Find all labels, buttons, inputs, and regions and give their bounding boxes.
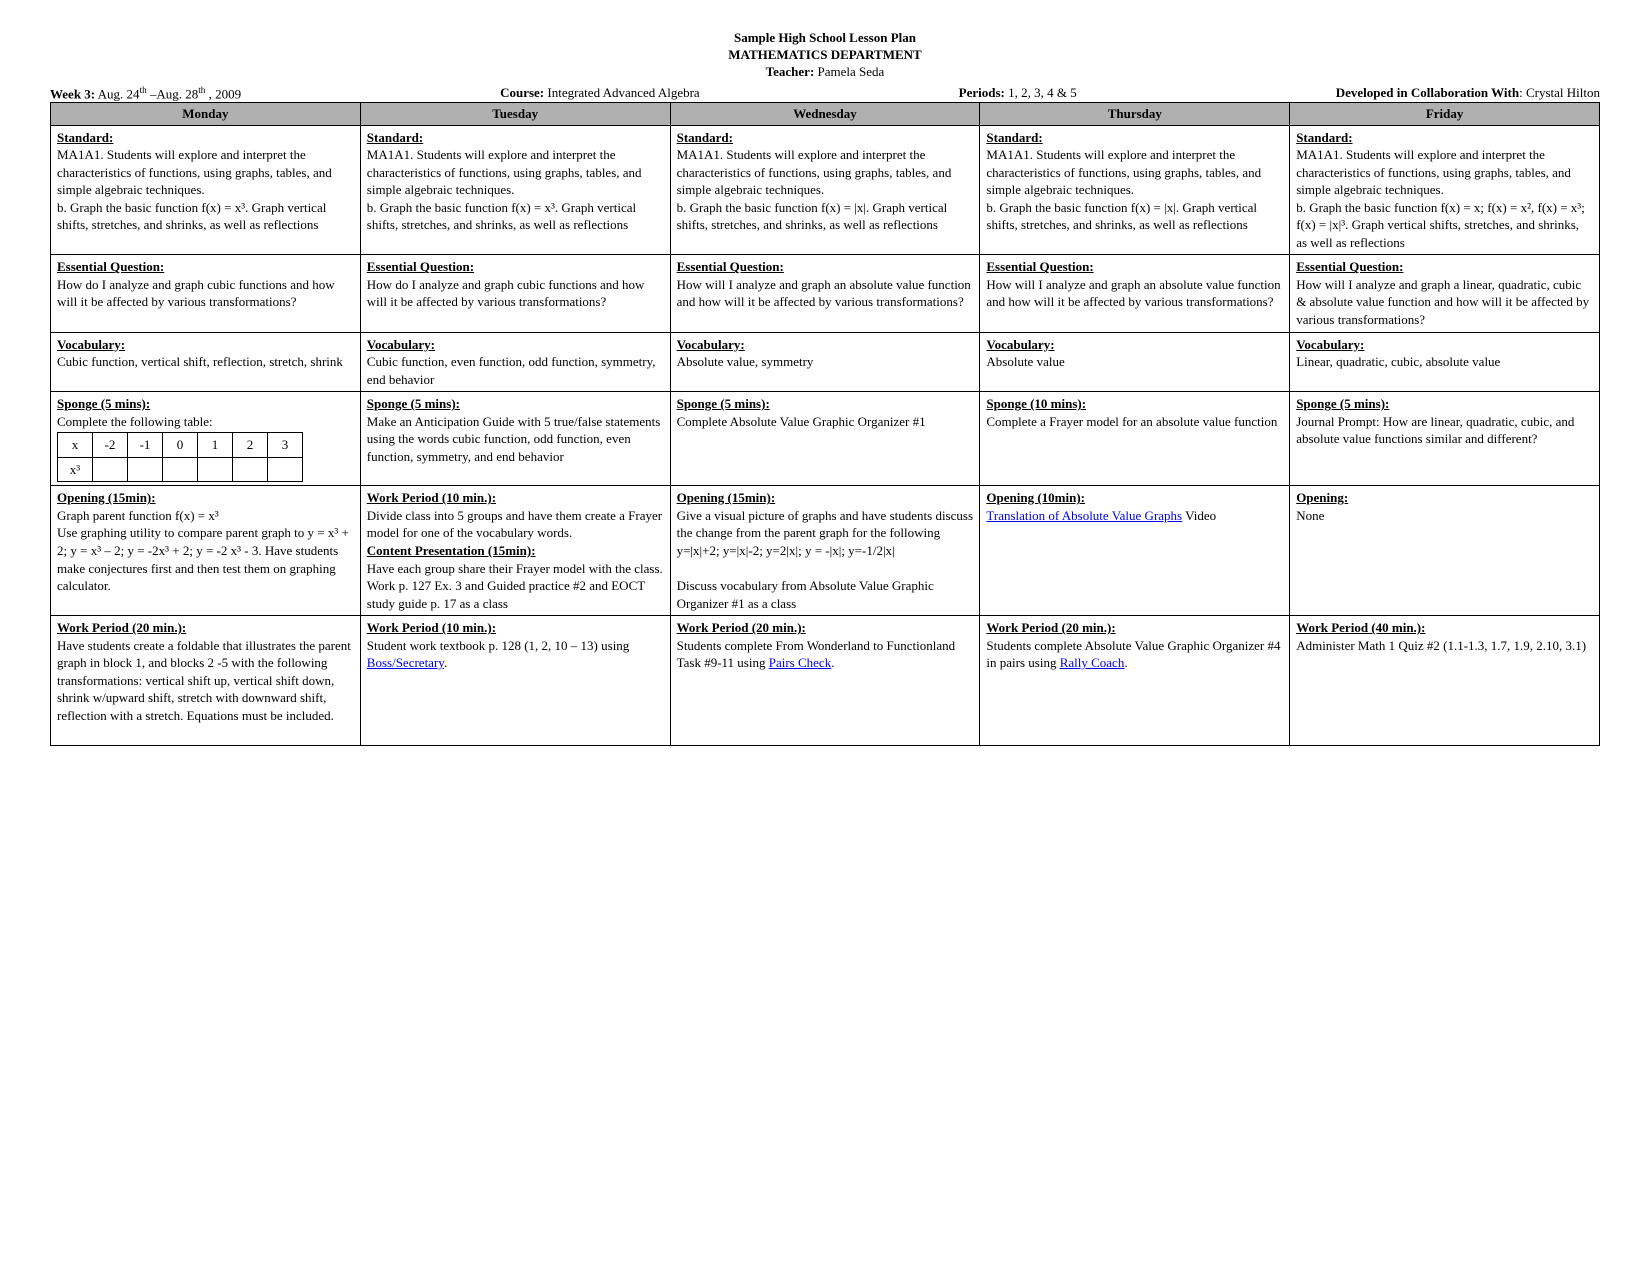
eq-fri: How will I analyze and graph a linear, q… bbox=[1296, 277, 1589, 327]
standard-wed: MA1A1. Students will explore and interpr… bbox=[677, 147, 952, 232]
sponge-tue: Make an Anticipation Guide with 5 true/f… bbox=[367, 414, 661, 464]
doc-title: Sample High School Lesson Plan bbox=[734, 30, 916, 45]
work-fri: Administer Math 1 Quiz #2 (1.1-1.3, 1.7,… bbox=[1296, 638, 1586, 653]
sponge-mon-text: Complete the following table: bbox=[57, 414, 213, 429]
label-standard: Standard: bbox=[57, 130, 113, 145]
document-header: Sample High School Lesson Plan MATHEMATI… bbox=[50, 30, 1600, 81]
opening-tue-content: Have each group share their Frayer model… bbox=[367, 561, 663, 611]
col-wed: Wednesday bbox=[670, 103, 980, 126]
vocab-thu: Absolute value bbox=[986, 354, 1064, 369]
opening-thu-after: Video bbox=[1182, 508, 1216, 523]
eq-mon: How do I analyze and graph cubic functio… bbox=[57, 277, 335, 310]
header-row: Monday Tuesday Wednesday Thursday Friday bbox=[51, 103, 1600, 126]
vocab-mon: Cubic function, vertical shift, reflecti… bbox=[57, 354, 343, 369]
lesson-plan-table: Monday Tuesday Wednesday Thursday Friday… bbox=[50, 102, 1600, 746]
standard-fri: MA1A1. Students will explore and interpr… bbox=[1296, 147, 1585, 250]
vocab-wed: Absolute value, symmetry bbox=[677, 354, 814, 369]
col-thu: Thursday bbox=[980, 103, 1290, 126]
opening-fri: None bbox=[1296, 508, 1324, 523]
meta-row: Week 3: Aug. 24th –Aug. 28th , 2009 Cour… bbox=[50, 85, 1600, 102]
sponge-mon-table: x -2 -1 0 1 2 3 x³ bbox=[57, 432, 303, 482]
teacher-name: Pamela Seda bbox=[814, 64, 884, 79]
work-thu-link[interactable]: Rally Coach bbox=[1060, 655, 1125, 670]
work-tue-link[interactable]: Boss/Secretary bbox=[367, 655, 444, 670]
col-fri: Friday bbox=[1290, 103, 1600, 126]
row-standard: Standard: MA1A1. Students will explore an… bbox=[51, 125, 1600, 255]
opening-mon: Graph parent function f(x) = x³ Use grap… bbox=[57, 508, 349, 593]
course: Course: Integrated Advanced Algebra bbox=[500, 85, 700, 102]
work-tue-pre: Student work textbook p. 128 (1, 2, 10 –… bbox=[367, 638, 630, 653]
eq-wed: How will I analyze and graph an absolute… bbox=[677, 277, 971, 310]
opening-thu-link[interactable]: Translation of Absolute Value Graphs bbox=[986, 508, 1182, 523]
standard-thu: MA1A1. Students will explore and interpr… bbox=[986, 147, 1261, 232]
row-sponge: Sponge (5 mins): Complete the following … bbox=[51, 392, 1600, 486]
work-thu-pre: Students complete Absolute Value Graphic… bbox=[986, 638, 1280, 671]
vocab-tue: Cubic function, even function, odd funct… bbox=[367, 354, 656, 387]
week: Week 3: Aug. 24th –Aug. 28th , 2009 bbox=[50, 85, 241, 102]
work-wed-link[interactable]: Pairs Check bbox=[769, 655, 831, 670]
teacher-label: Teacher: bbox=[766, 64, 815, 79]
sponge-wed: Complete Absolute Value Graphic Organize… bbox=[677, 414, 926, 429]
opening-tue-work: Divide class into 5 groups and have them… bbox=[367, 508, 662, 541]
col-mon: Monday bbox=[51, 103, 361, 126]
standard-tue: MA1A1. Students will explore and interpr… bbox=[367, 147, 642, 232]
row-work: Work Period (20 min.):Have students crea… bbox=[51, 616, 1600, 746]
row-eq: Essential Question:How do I analyze and … bbox=[51, 255, 1600, 332]
opening-wed: Give a visual picture of graphs and have… bbox=[677, 508, 973, 611]
collab: Developed in Collaboration With: Crystal… bbox=[1336, 85, 1600, 102]
sponge-thu: Complete a Frayer model for an absolute … bbox=[986, 414, 1277, 429]
row-opening: Opening (15min):Graph parent function f(… bbox=[51, 486, 1600, 616]
dept: MATHEMATICS DEPARTMENT bbox=[728, 47, 921, 62]
eq-thu: How will I analyze and graph an absolute… bbox=[986, 277, 1280, 310]
sponge-fri: Journal Prompt: How are linear, quadrati… bbox=[1296, 414, 1574, 447]
row-vocab: Vocabulary:Cubic function, vertical shif… bbox=[51, 332, 1600, 392]
work-mon: Have students create a foldable that ill… bbox=[57, 638, 351, 723]
col-tue: Tuesday bbox=[360, 103, 670, 126]
standard-mon: MA1A1. Students will explore and interpr… bbox=[57, 147, 332, 232]
periods: Periods: 1, 2, 3, 4 & 5 bbox=[959, 85, 1077, 102]
eq-tue: How do I analyze and graph cubic functio… bbox=[367, 277, 645, 310]
vocab-fri: Linear, quadratic, cubic, absolute value bbox=[1296, 354, 1500, 369]
